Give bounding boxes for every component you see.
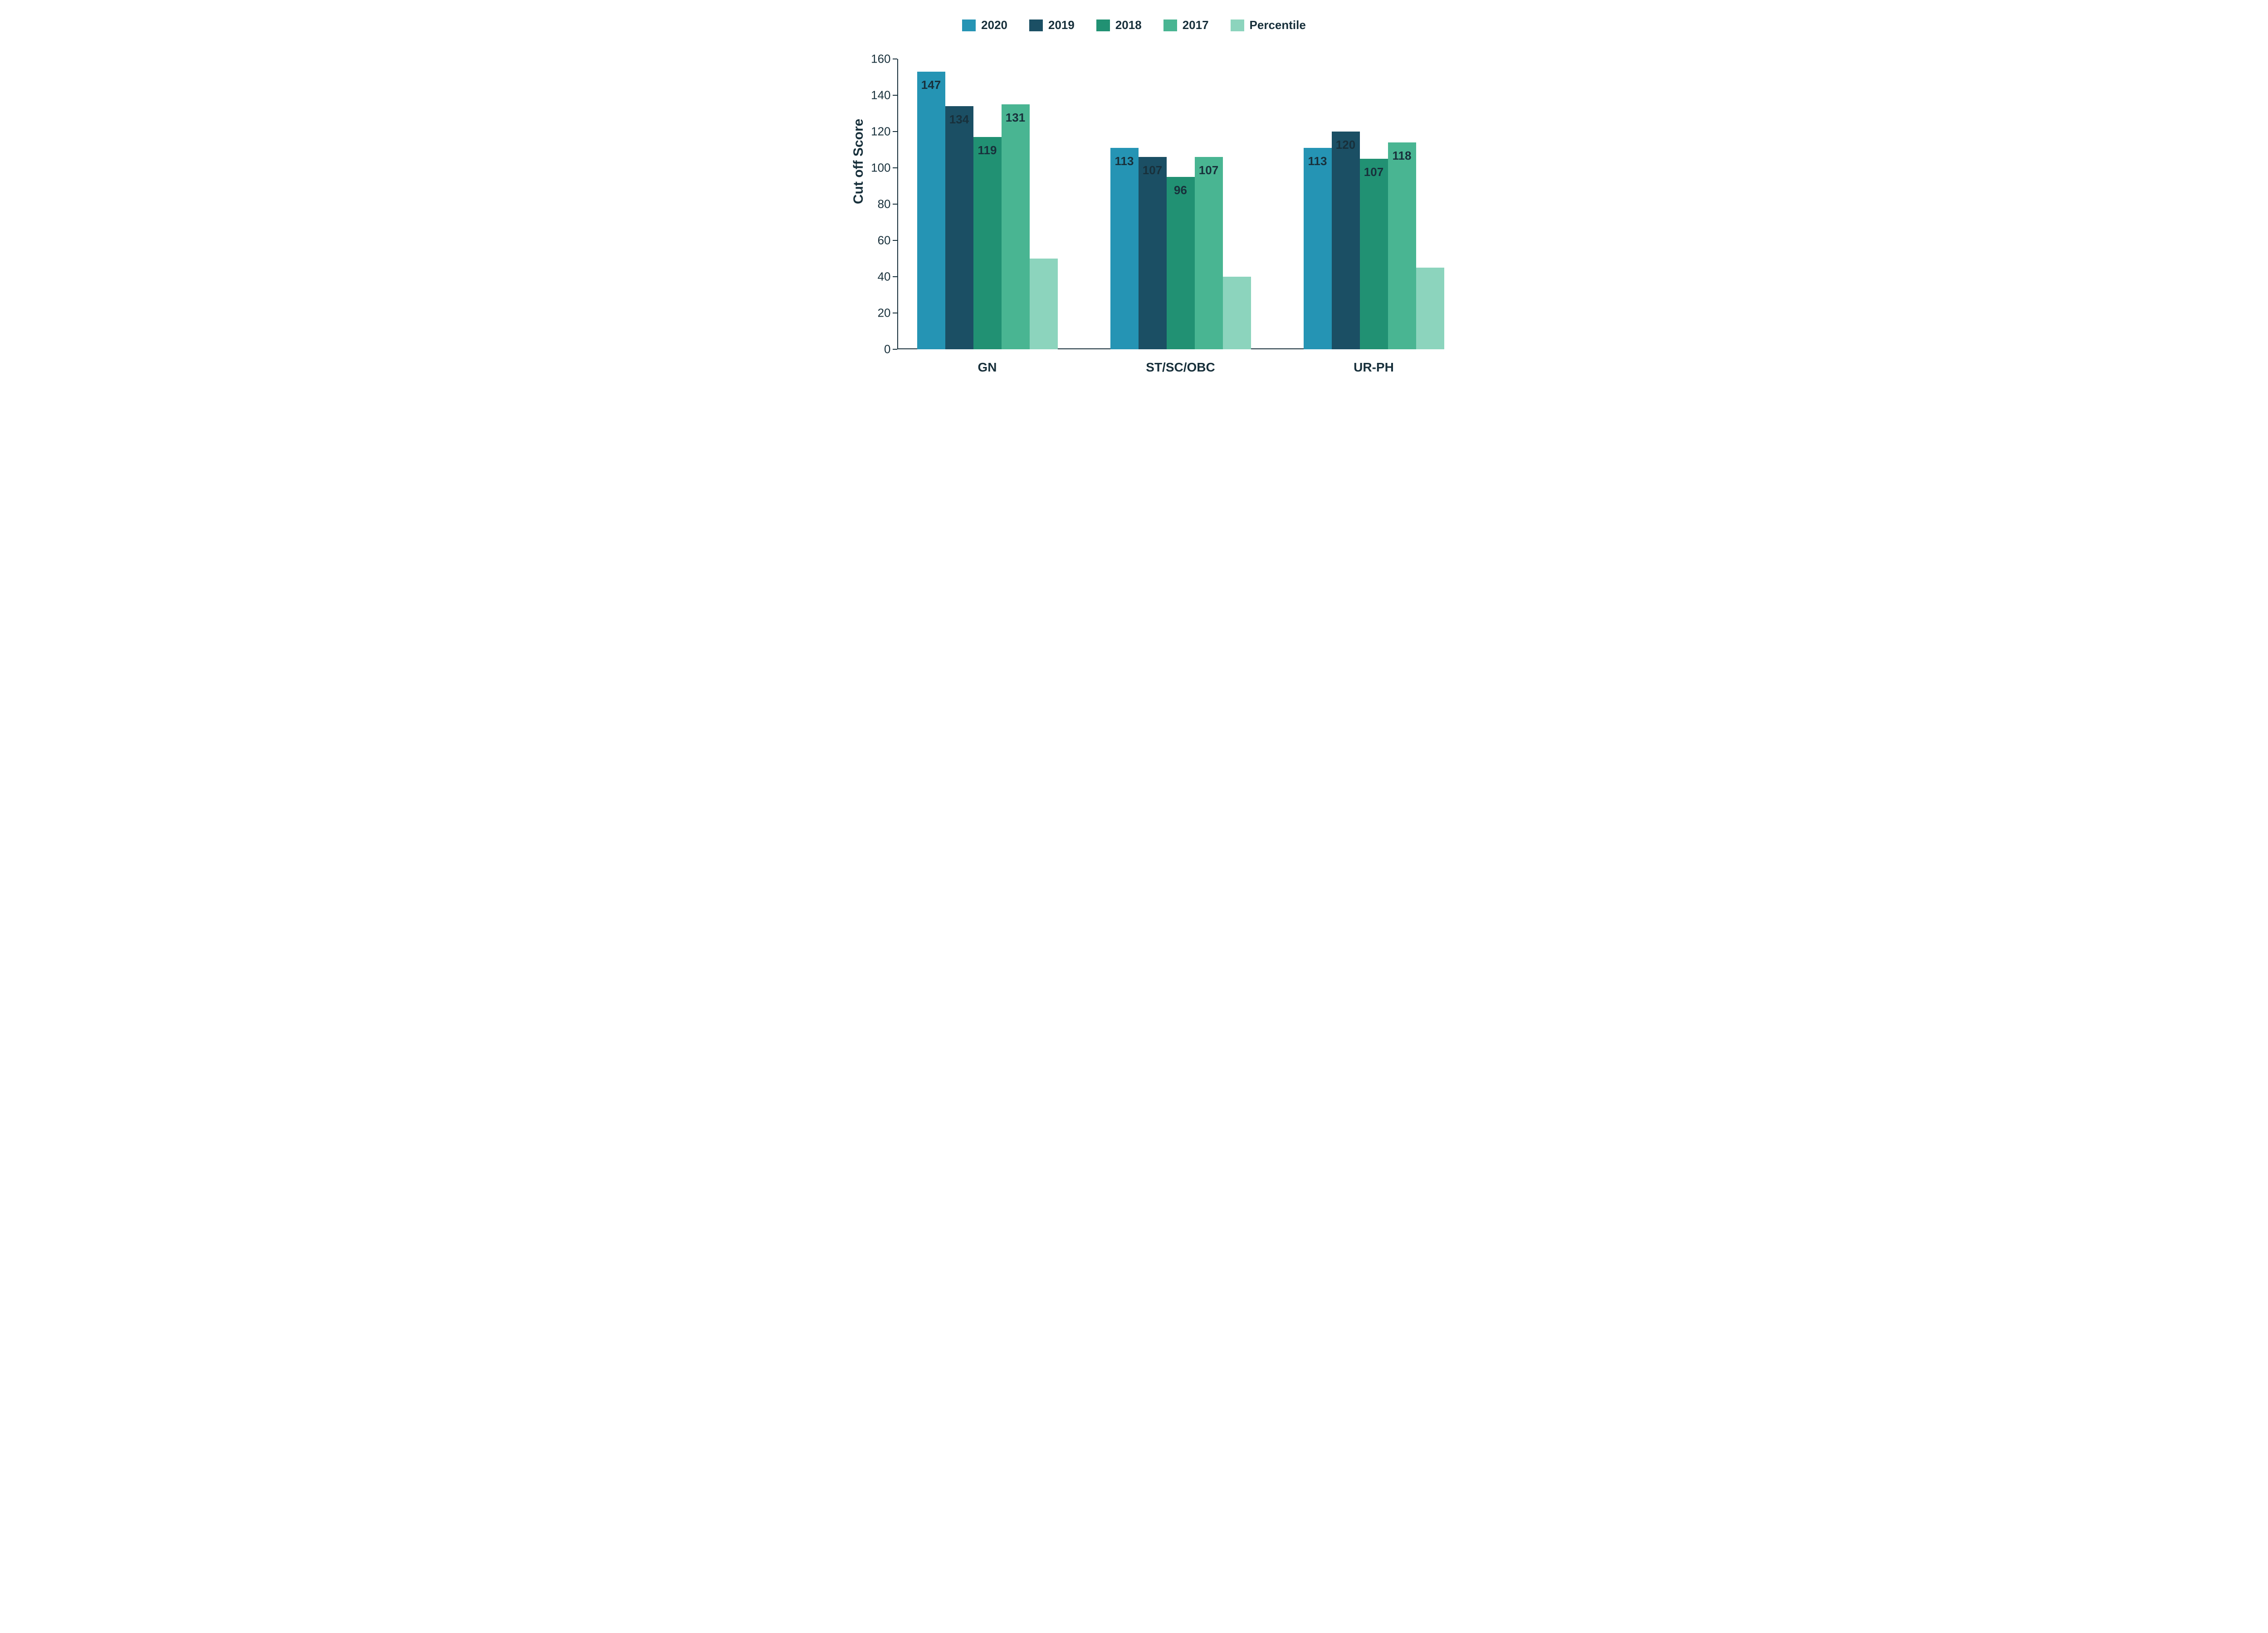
- y-tick-label: 0: [884, 342, 890, 357]
- y-axis-title: Cut off Score: [851, 119, 866, 204]
- bar-2018-gn: 119: [973, 137, 1002, 349]
- y-tick-mark: [893, 276, 897, 277]
- bar-2020-gn: 147: [917, 72, 945, 349]
- bar-value-label: 119: [973, 143, 1002, 157]
- bar-value-label: 107: [1195, 163, 1223, 177]
- bar-2017-gn: 131: [1002, 104, 1030, 349]
- legend-item-2017: 2017: [1163, 18, 1209, 32]
- y-tick-label: 100: [871, 161, 890, 175]
- bar-value-label: 96: [1167, 183, 1195, 197]
- y-tick-mark: [893, 349, 897, 350]
- cutoff-bar-chart: 2020 2019 2018 2017 Percentile Cut off Score…: [811, 0, 1457, 408]
- bar-2018-st-sc-obc: 96: [1167, 177, 1195, 349]
- legend-item-2019: 2019: [1029, 18, 1075, 32]
- bar-percentile-gn: [1030, 259, 1058, 349]
- legend-swatch: [1231, 20, 1244, 31]
- legend-label: 2020: [981, 18, 1007, 32]
- bar-2019-ur-ph: 120: [1332, 132, 1360, 349]
- y-tick-label: 40: [878, 270, 891, 284]
- category-label: ST/SC/OBC: [1146, 360, 1215, 375]
- legend-label: 2018: [1115, 18, 1142, 32]
- bar-2017-ur-ph: 118: [1388, 142, 1416, 349]
- y-tick-mark: [893, 131, 897, 132]
- category-label: GN: [978, 360, 997, 375]
- bar-value-label: 107: [1360, 165, 1388, 179]
- bar-value-label: 131: [1002, 111, 1030, 125]
- bar-value-label: 134: [945, 112, 973, 127]
- legend-item-2020: 2020: [962, 18, 1007, 32]
- legend-swatch: [1096, 20, 1110, 31]
- bar-percentile-st-sc-obc: [1223, 277, 1251, 349]
- bar-2019-gn: 134: [945, 106, 973, 349]
- bar-2017-st-sc-obc: 107: [1195, 157, 1223, 349]
- category-label: UR-PH: [1354, 360, 1394, 375]
- bars-container: 14713411913111310796107113120107118: [897, 59, 1401, 349]
- y-tick-label: 160: [871, 52, 890, 66]
- bar-2018-ur-ph: 107: [1360, 159, 1388, 349]
- y-tick-label: 60: [878, 234, 891, 248]
- y-tick-mark: [893, 240, 897, 241]
- y-tick-mark: [893, 95, 897, 96]
- bar-percentile-ur-ph: [1416, 268, 1444, 349]
- bar-value-label: 120: [1332, 138, 1360, 152]
- bar-value-label: 118: [1388, 149, 1416, 163]
- legend-label: 2019: [1048, 18, 1075, 32]
- y-tick-label: 80: [878, 197, 891, 211]
- bar-2020-ur-ph: 113: [1304, 148, 1332, 349]
- y-tick-mark: [893, 204, 897, 205]
- legend-swatch: [962, 20, 976, 31]
- y-tick-mark: [893, 167, 897, 168]
- legend-item-2018: 2018: [1096, 18, 1142, 32]
- legend-label: Percentile: [1250, 18, 1306, 32]
- y-tick-label: 140: [871, 88, 890, 103]
- legend: 2020 2019 2018 2017 Percentile: [811, 18, 1457, 32]
- legend-swatch: [1163, 20, 1177, 31]
- legend-label: 2017: [1183, 18, 1209, 32]
- legend-item-percentile: Percentile: [1231, 18, 1306, 32]
- bar-value-label: 113: [1110, 154, 1139, 168]
- bar-value-label: 147: [917, 78, 945, 92]
- bar-value-label: 113: [1304, 154, 1332, 168]
- bar-2019-st-sc-obc: 107: [1139, 157, 1167, 349]
- plot-area: 14713411913111310796107113120107118 0204…: [897, 59, 1401, 349]
- y-tick-label: 20: [878, 306, 891, 320]
- bar-value-label: 107: [1139, 163, 1167, 177]
- y-tick-label: 120: [871, 125, 890, 139]
- bar-2020-st-sc-obc: 113: [1110, 148, 1139, 349]
- legend-swatch: [1029, 20, 1043, 31]
